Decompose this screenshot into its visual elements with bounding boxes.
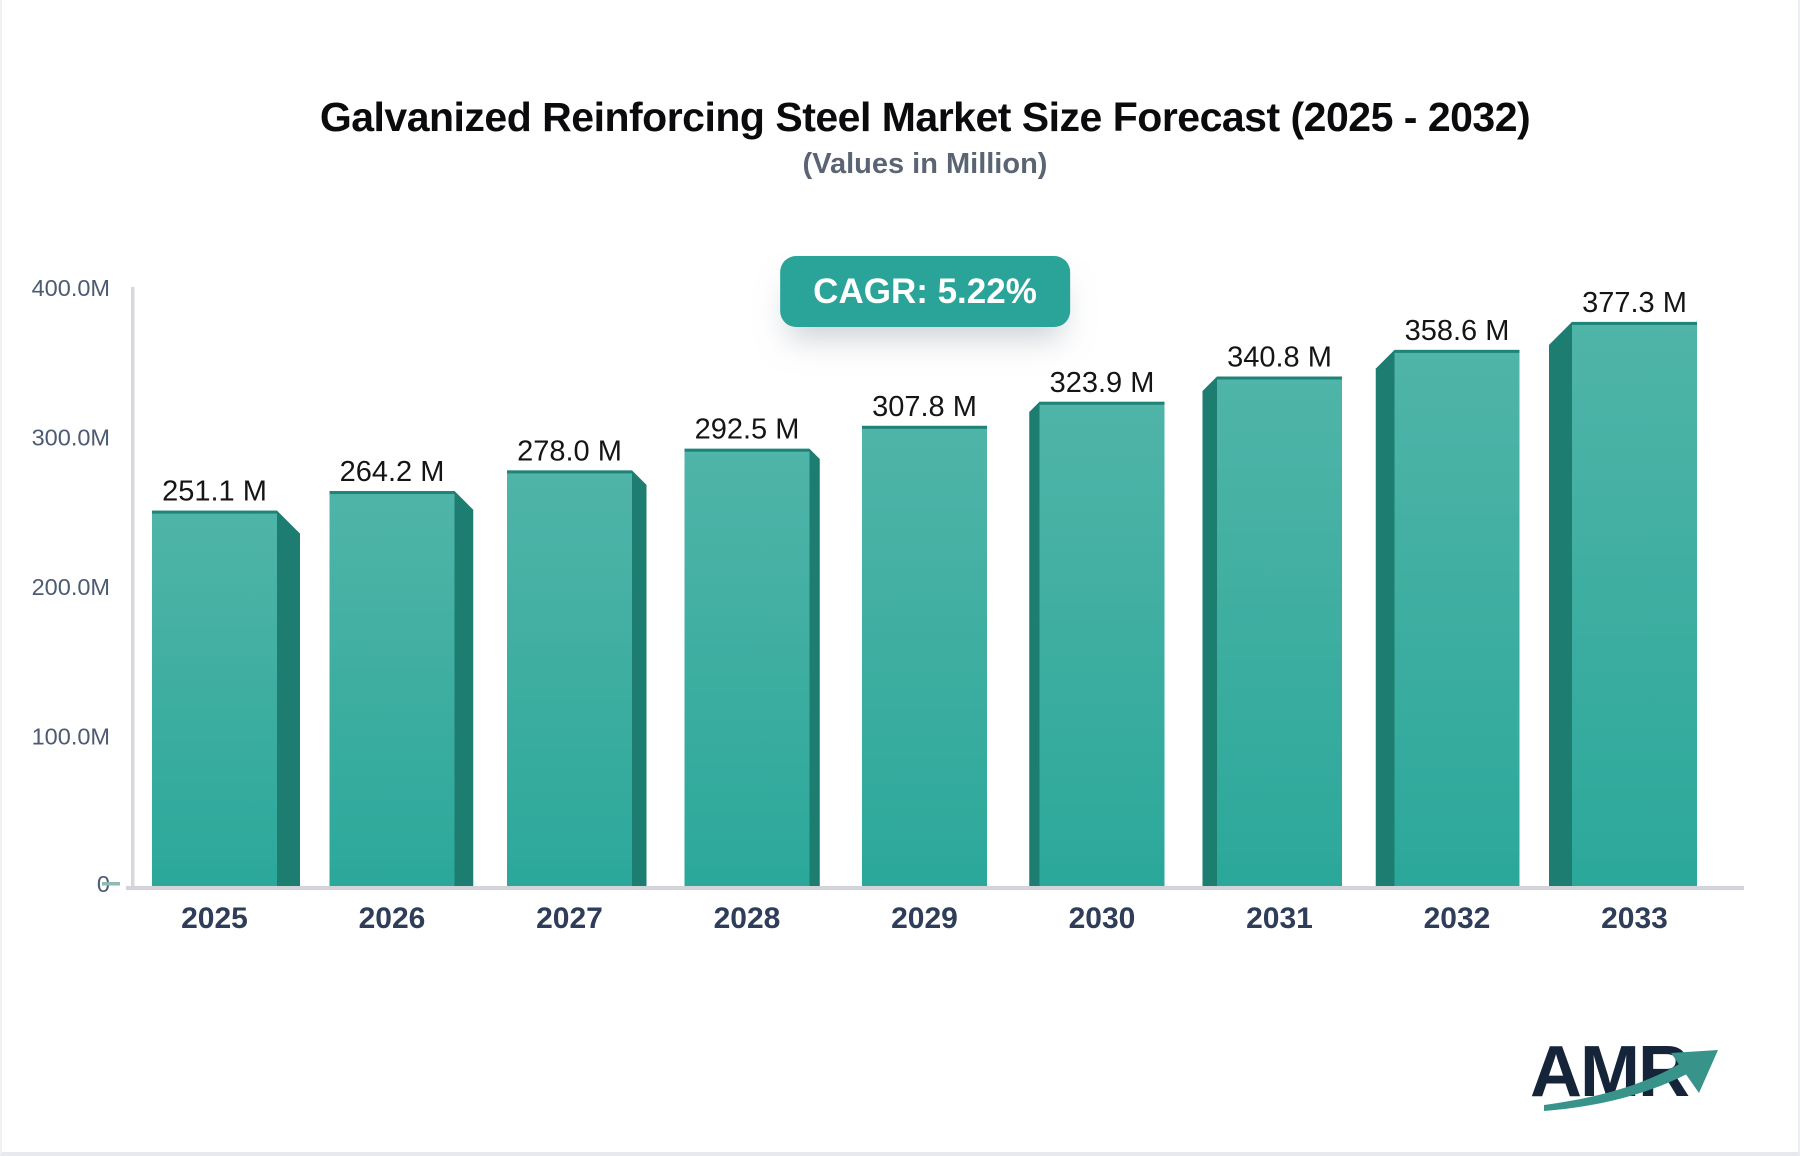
bar-2030 — [1039, 401, 1165, 886]
x-tick-label-2025: 2025 — [181, 902, 248, 935]
bar-2027 — [507, 470, 632, 886]
y-tick-label-200.0M: 200.0M — [32, 574, 110, 600]
bar-top-edge-2033 — [1572, 321, 1697, 325]
bar-side-face-2033 — [1549, 321, 1572, 886]
bar-top-edge-2026 — [329, 491, 455, 495]
bar-value-label-2032: 358.6 M — [1405, 315, 1510, 347]
bar-2031 — [1217, 376, 1342, 886]
bar-value-label-2028: 292.5 M — [695, 414, 800, 446]
x-tick-label-2028: 2028 — [714, 902, 781, 935]
bar-value-label-2025: 251.1 M — [162, 476, 267, 508]
bar-2032 — [1394, 349, 1520, 886]
chart-title: Galvanized Reinforcing Steel Market Size… — [319, 94, 1531, 140]
x-tick-label-2026: 2026 — [359, 902, 426, 935]
zero-tick-icon — [102, 882, 120, 886]
bar-side-face-2027 — [632, 470, 647, 886]
x-tick-label-2027: 2027 — [536, 902, 603, 935]
bar-top-edge-2031 — [1217, 376, 1342, 380]
bar-side-face-2026 — [454, 491, 474, 886]
bar-top-edge-2030 — [1039, 401, 1165, 405]
bar-top-edge-2027 — [507, 470, 632, 474]
bar-value-label-2033: 377.3 M — [1582, 287, 1687, 319]
bar-value-label-2026: 264.2 M — [340, 456, 445, 488]
bar-2028 — [684, 448, 810, 886]
x-tick-label-2031: 2031 — [1246, 902, 1313, 935]
growth-arrow-icon — [1544, 1050, 1718, 1111]
y-tick-label-100.0M: 100.0M — [32, 724, 110, 750]
amr-logo: AMR — [1530, 1036, 1720, 1116]
bar-2026 — [329, 491, 455, 886]
x-tick-label-2030: 2030 — [1069, 902, 1136, 935]
bar-top-edge-2032 — [1394, 349, 1520, 353]
bar-side-face-2025 — [277, 510, 300, 886]
bar-side-face-2030 — [1029, 401, 1040, 886]
bar-2033 — [1572, 321, 1697, 886]
bar-side-face-2028 — [809, 448, 820, 886]
y-tick-label-300.0M: 300.0M — [32, 425, 110, 451]
bar-value-label-2029: 307.8 M — [872, 391, 977, 423]
bar-value-label-2027: 278.0 M — [517, 435, 622, 467]
cagr-badge: CAGR: 5.22% — [780, 256, 1070, 327]
x-tick-label-2032: 2032 — [1424, 902, 1491, 935]
bar-top-edge-2028 — [684, 448, 810, 452]
bar-top-edge-2025 — [152, 510, 277, 514]
bar-side-face-2031 — [1202, 376, 1217, 886]
bar-2029 — [862, 425, 987, 886]
x-axis-line — [126, 886, 1744, 890]
y-tick-label-400.0M: 400.0M — [32, 275, 110, 301]
bar-2025 — [152, 510, 277, 886]
bar-value-label-2031: 340.8 M — [1227, 342, 1332, 374]
x-tick-label-2033: 2033 — [1601, 902, 1668, 935]
y-axis-line — [131, 287, 135, 886]
x-tick-label-2029: 2029 — [891, 902, 958, 935]
bar-value-label-2030: 323.9 M — [1050, 367, 1155, 399]
bar-top-edge-2029 — [862, 425, 987, 429]
bar-side-face-2032 — [1375, 349, 1395, 886]
chart-subtitle: (Values in Million) — [802, 148, 1048, 180]
